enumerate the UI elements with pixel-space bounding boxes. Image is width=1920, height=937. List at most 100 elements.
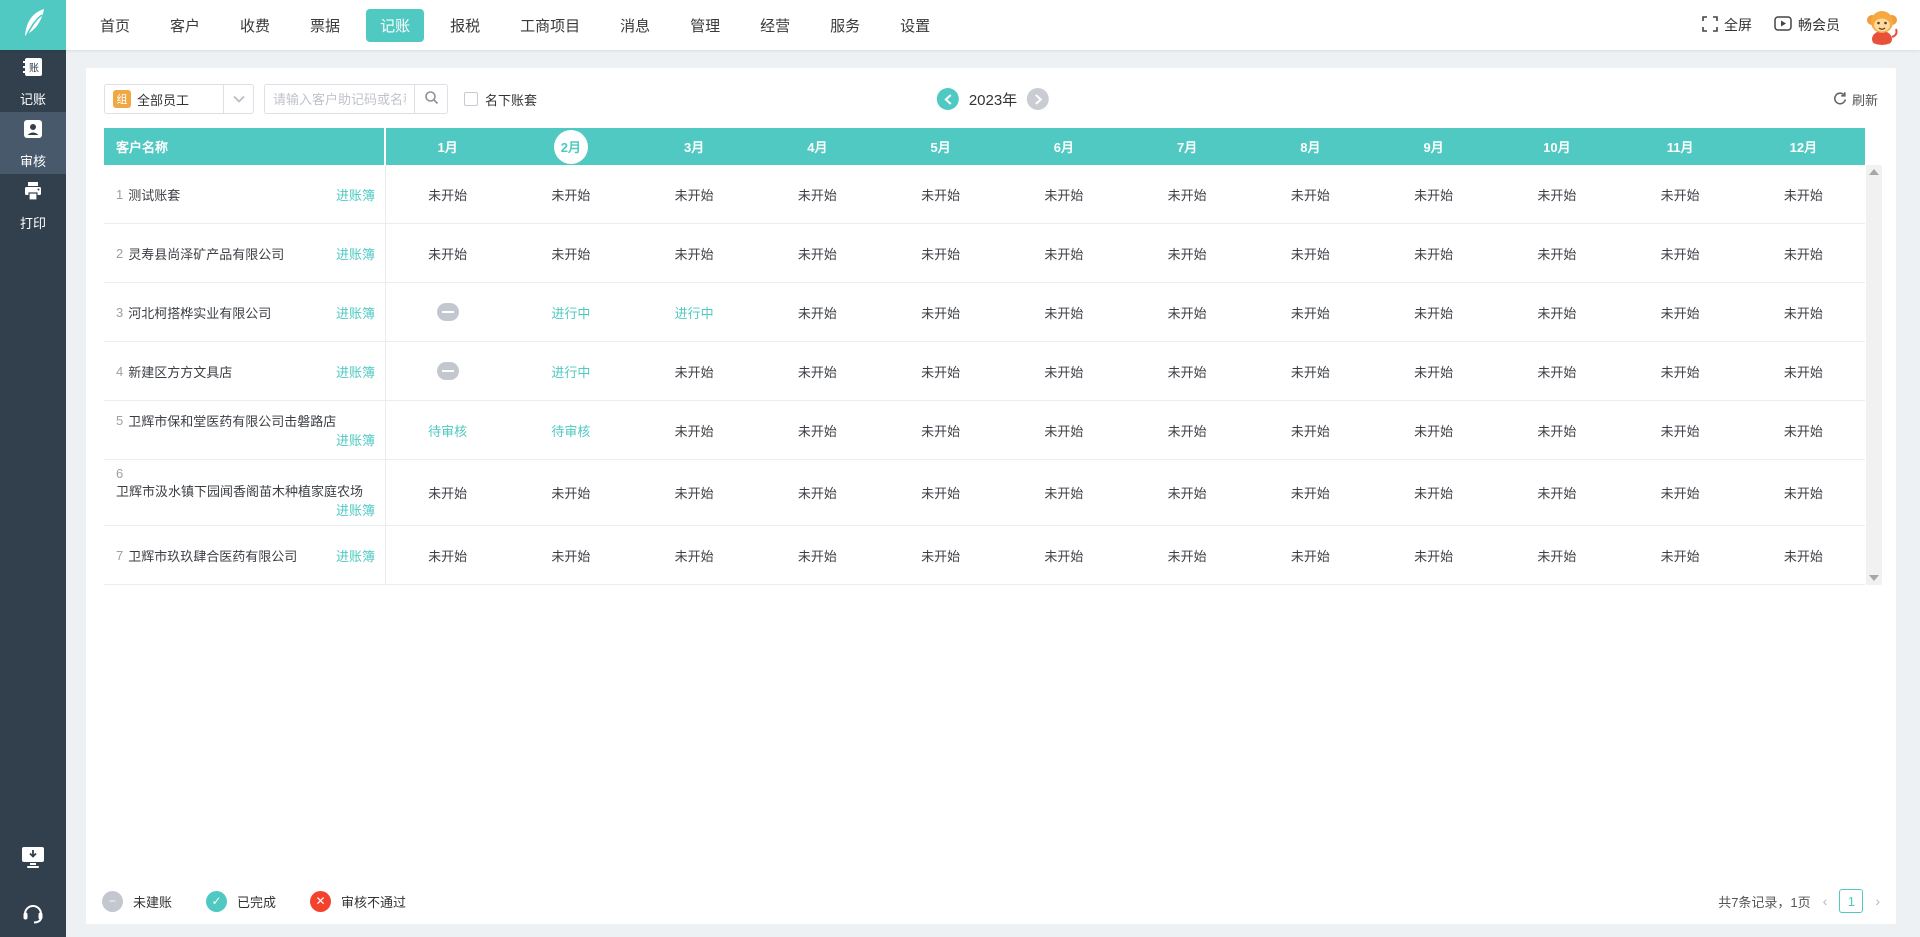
month-status-cell[interactable]: 未开始 [509,526,632,584]
month-status-cell[interactable]: 未开始 [1002,342,1125,400]
month-status-cell[interactable]: 未开始 [1742,224,1865,282]
month-status-cell[interactable]: 未开始 [879,165,1002,223]
month-status-cell[interactable]: 未开始 [879,526,1002,584]
month-status-cell[interactable]: 未开始 [633,165,756,223]
month-status-cell[interactable]: 进行中 [509,342,632,400]
month-status-cell[interactable]: 未开始 [879,460,1002,525]
column-header-month[interactable]: 1月 [437,140,458,155]
column-header-month[interactable]: 10月 [1543,140,1571,155]
month-status-cell[interactable]: 未开始 [1002,283,1125,341]
nav-item[interactable]: 工商项目 [520,17,581,35]
my-accounts-filter[interactable]: 名下账套 [464,90,537,109]
month-status-cell[interactable]: 未开始 [879,342,1002,400]
month-status-cell[interactable]: 未开始 [509,224,632,282]
sidebar-item-print[interactable]: 打印 [0,174,66,236]
column-header-month[interactable]: 8月 [1300,140,1321,155]
month-status-cell[interactable]: 未开始 [756,526,879,584]
month-status-cell[interactable]: 未开始 [1619,165,1742,223]
month-status-cell[interactable]: 未开始 [1372,224,1495,282]
ledger-link[interactable]: 进账簿 [335,246,375,262]
month-status-cell[interactable]: 未开始 [1126,460,1249,525]
ledger-link[interactable]: 进账簿 [335,305,375,321]
month-status-cell[interactable]: 未开始 [756,342,879,400]
month-status-cell[interactable]: 未开始 [1742,283,1865,341]
month-status-cell[interactable]: 未开始 [1742,401,1865,459]
prev-year-button[interactable] [936,88,959,110]
nav-item[interactable]: 管理 [690,17,721,35]
nav-item[interactable]: 经营 [760,17,791,35]
column-header-month[interactable]: 9月 [1423,140,1444,155]
month-status-cell[interactable]: 未开始 [879,224,1002,282]
month-status-cell[interactable]: 未开始 [1619,526,1742,584]
month-status-cell[interactable]: 未开始 [756,401,879,459]
month-status-cell[interactable]: 未开始 [756,283,879,341]
month-status-cell[interactable]: 未开始 [633,401,756,459]
month-status-cell[interactable]: 未开始 [386,460,509,525]
month-status-cell[interactable]: 未开始 [1126,342,1249,400]
search-button[interactable] [414,84,448,114]
sidebar-item-audit[interactable]: 审核 [0,112,66,174]
month-status-cell[interactable] [386,283,509,341]
month-status-cell[interactable]: 未开始 [509,165,632,223]
employee-dropdown[interactable]: 组 全部员工 [104,84,254,114]
month-status-cell[interactable]: 未开始 [1002,526,1125,584]
month-status-cell[interactable]: 待审核 [509,401,632,459]
month-status-cell[interactable]: 未开始 [879,401,1002,459]
month-status-cell[interactable]: 未开始 [1249,342,1372,400]
my-accounts-checkbox[interactable] [464,92,478,106]
scroll-down-arrow[interactable] [1869,575,1879,581]
scroll-up-arrow[interactable] [1869,169,1879,175]
column-header-month[interactable]: 12月 [1789,140,1818,155]
nav-item[interactable]: 票据 [310,17,341,35]
month-status-cell[interactable]: 未开始 [756,460,879,525]
nav-item[interactable]: 设置 [900,17,931,35]
sidebar-item-ledger[interactable]: 账记账 [0,50,66,112]
month-status-cell[interactable]: 未开始 [1619,342,1742,400]
month-status-cell[interactable]: 未开始 [1372,401,1495,459]
month-status-cell[interactable]: 未开始 [1249,401,1372,459]
month-status-cell[interactable]: 未开始 [879,283,1002,341]
nav-item[interactable]: 记账 [366,8,425,42]
month-status-cell[interactable]: 未开始 [1742,460,1865,525]
month-status-cell[interactable]: 未开始 [386,224,509,282]
ledger-link[interactable]: 进账簿 [335,503,375,518]
client-download-icon[interactable] [20,845,46,874]
month-status-cell[interactable]: 未开始 [1249,283,1372,341]
month-status-cell[interactable]: 未开始 [1495,342,1618,400]
month-status-cell[interactable]: 未开始 [1002,165,1125,223]
month-status-cell[interactable]: 未开始 [1372,165,1495,223]
table-scrollbar[interactable] [1866,165,1882,585]
month-status-cell[interactable]: 未开始 [1002,401,1125,459]
ledger-link[interactable]: 进账簿 [335,433,375,448]
month-status-cell[interactable]: 未开始 [1126,224,1249,282]
ledger-link[interactable]: 进账簿 [335,364,375,380]
nav-item[interactable]: 消息 [620,17,651,35]
month-status-cell[interactable]: 未开始 [1126,401,1249,459]
current-month-badge[interactable]: 2月 [553,129,588,164]
search-input[interactable] [264,84,414,114]
month-status-cell[interactable]: 未开始 [1249,165,1372,223]
next-year-button[interactable] [1027,88,1050,110]
month-status-cell[interactable]: 未开始 [633,342,756,400]
customer-service-icon[interactable] [21,900,45,929]
column-header-month[interactable]: 7月 [1177,140,1198,155]
month-status-cell[interactable]: 未开始 [1126,526,1249,584]
month-status-cell[interactable]: 未开始 [1002,460,1125,525]
nav-item[interactable]: 客户 [170,17,201,35]
month-status-cell[interactable] [386,342,509,400]
ledger-link[interactable]: 进账簿 [335,187,375,203]
page-number-button[interactable]: 1 [1839,889,1864,913]
month-status-cell[interactable]: 进行中 [509,283,632,341]
month-status-cell[interactable]: 未开始 [386,526,509,584]
nav-item[interactable]: 首页 [100,17,131,35]
month-status-cell[interactable]: 未开始 [1742,165,1865,223]
ledger-link[interactable]: 进账簿 [335,548,375,564]
month-status-cell[interactable]: 未开始 [509,460,632,525]
month-status-cell[interactable]: 未开始 [1372,526,1495,584]
column-header-month[interactable]: 5月 [930,140,951,155]
month-status-cell[interactable]: 未开始 [1619,283,1742,341]
month-status-cell[interactable]: 未开始 [1495,165,1618,223]
month-status-cell[interactable]: 未开始 [1495,526,1618,584]
month-status-cell[interactable]: 未开始 [1372,460,1495,525]
month-status-cell[interactable]: 未开始 [1249,224,1372,282]
